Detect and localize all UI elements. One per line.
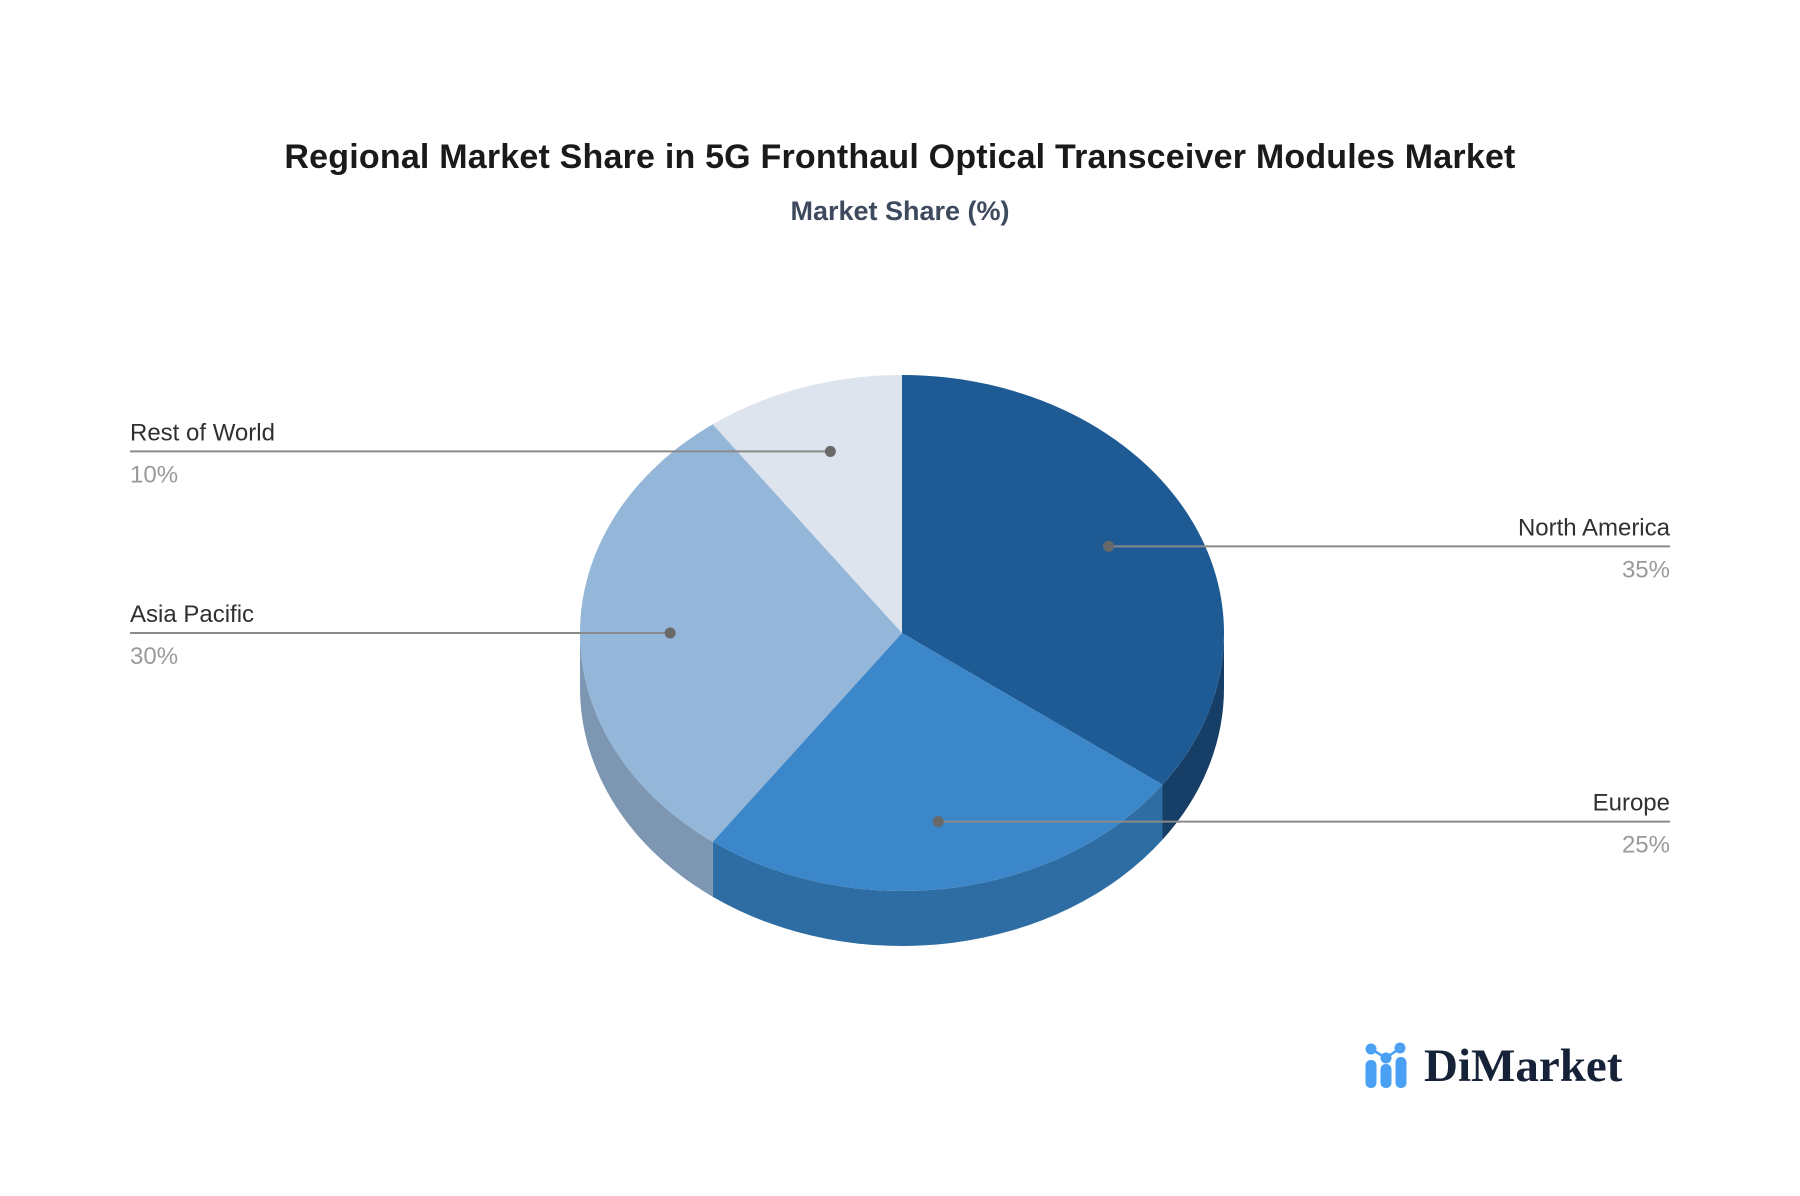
- slice-value-rest-of-world: 10%: [130, 461, 178, 488]
- bar-line-chart-icon: [1365, 1042, 1407, 1088]
- brand-logo: DiMarket: [1358, 1030, 1622, 1092]
- pie-slice-side-europe: [712, 784, 1163, 946]
- pie-slice-side-north-america: [1162, 633, 1224, 840]
- pie-slice-north-america[interactable]: [902, 375, 1224, 785]
- connector-dot-europe: [932, 816, 944, 828]
- slice-value-north-america: 35%: [1622, 556, 1670, 583]
- connector-dot-north-america: [1103, 540, 1115, 552]
- slice-label-rest-of-world: Rest of World: [130, 419, 275, 446]
- connector-dot-rest-of-world: [824, 445, 836, 457]
- slice-value-asia-pacific: 30%: [130, 643, 178, 670]
- slice-label-north-america: North America: [1518, 514, 1671, 541]
- pie-slice-rest-of-world[interactable]: [712, 375, 902, 633]
- chart-title: Regional Market Share in 5G Fronthaul Op…: [284, 138, 1516, 176]
- slice-label-europe: Europe: [1593, 790, 1670, 817]
- connector-dot-asia-pacific: [664, 627, 676, 639]
- slice-label-asia-pacific: Asia Pacific: [130, 601, 254, 628]
- chart-subtitle: Market Share (%): [790, 196, 1010, 226]
- brand-logo-text: DiMarket: [1424, 1040, 1623, 1092]
- pie-slice-asia-pacific[interactable]: [580, 424, 902, 842]
- pie-slice-side-asia-pacific: [580, 633, 713, 897]
- slice-value-europe: 25%: [1622, 832, 1670, 859]
- pie-slice-europe[interactable]: [712, 633, 1163, 891]
